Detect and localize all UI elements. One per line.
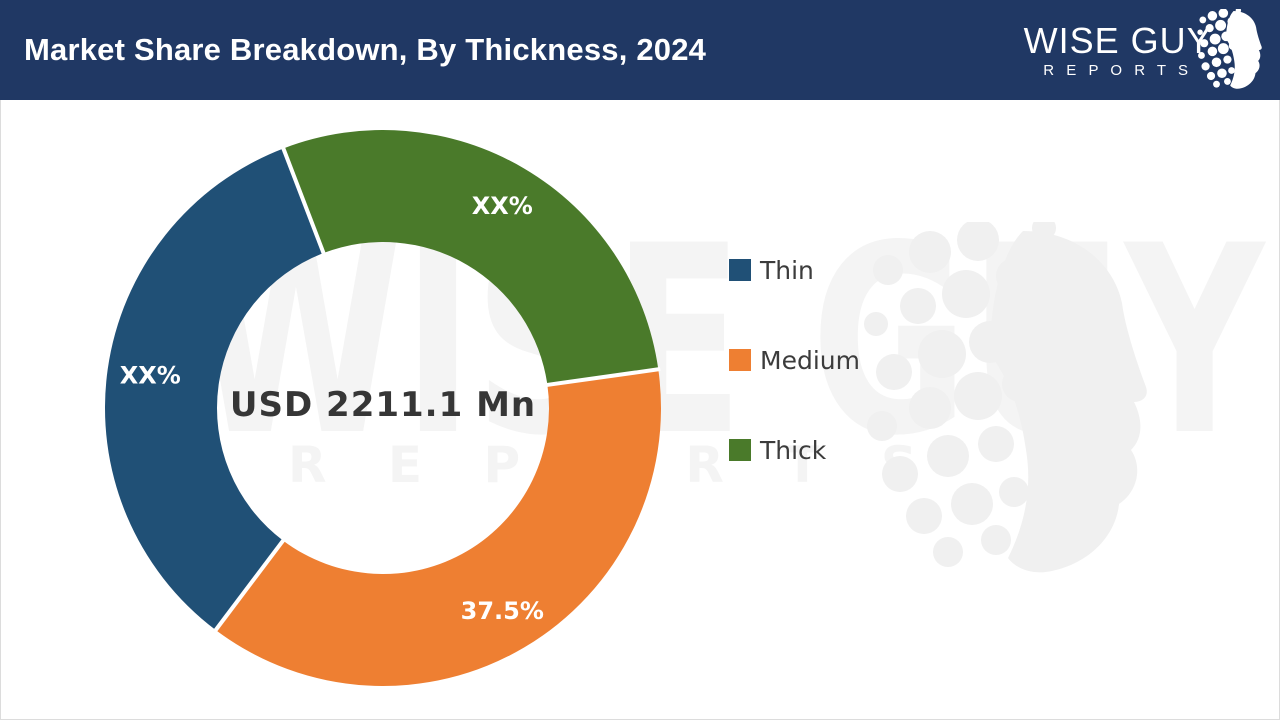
legend-label-medium: Medium	[760, 345, 860, 375]
segment-gap	[212, 536, 287, 633]
legend-label-thick: Thick	[760, 435, 827, 465]
segment-label-thin: XX%	[120, 362, 181, 390]
segment-gap	[280, 145, 327, 257]
donut-segment-thick[interactable]	[283, 129, 659, 385]
page-title: Market Share Breakdown, By Thickness, 20…	[24, 32, 707, 67]
legend-swatch-medium	[729, 349, 751, 371]
legend: Thin Medium Thick	[729, 255, 860, 529]
donut-segment-medium[interactable]	[215, 369, 661, 686]
logo-wordmark: WISE GUY	[1023, 20, 1212, 62]
donut-segment-thin[interactable]	[104, 148, 324, 631]
logo-subtitle: R E P O R T S	[1043, 61, 1192, 79]
legend-swatch-thin	[729, 259, 751, 281]
segment-label-thick: XX%	[472, 192, 533, 220]
segment-label-medium: 37.5%	[461, 597, 544, 625]
legend-item-medium[interactable]: Medium	[729, 345, 860, 375]
segment-gap	[544, 367, 661, 388]
logo-text: WISE GUY R E P O R T S	[1024, 21, 1212, 79]
wise-guy-logo: WISE GUY R E P O R T S	[1024, 8, 1264, 92]
header-bar: Market Share Breakdown, By Thickness, 20…	[0, 0, 1280, 100]
legend-swatch-thick	[729, 439, 751, 461]
legend-item-thick[interactable]: Thick	[729, 435, 860, 465]
legend-label-thin: Thin	[760, 255, 814, 285]
legend-item-thin[interactable]: Thin	[729, 255, 860, 285]
donut-center-label: USD 2211.1 Mn	[229, 385, 537, 425]
